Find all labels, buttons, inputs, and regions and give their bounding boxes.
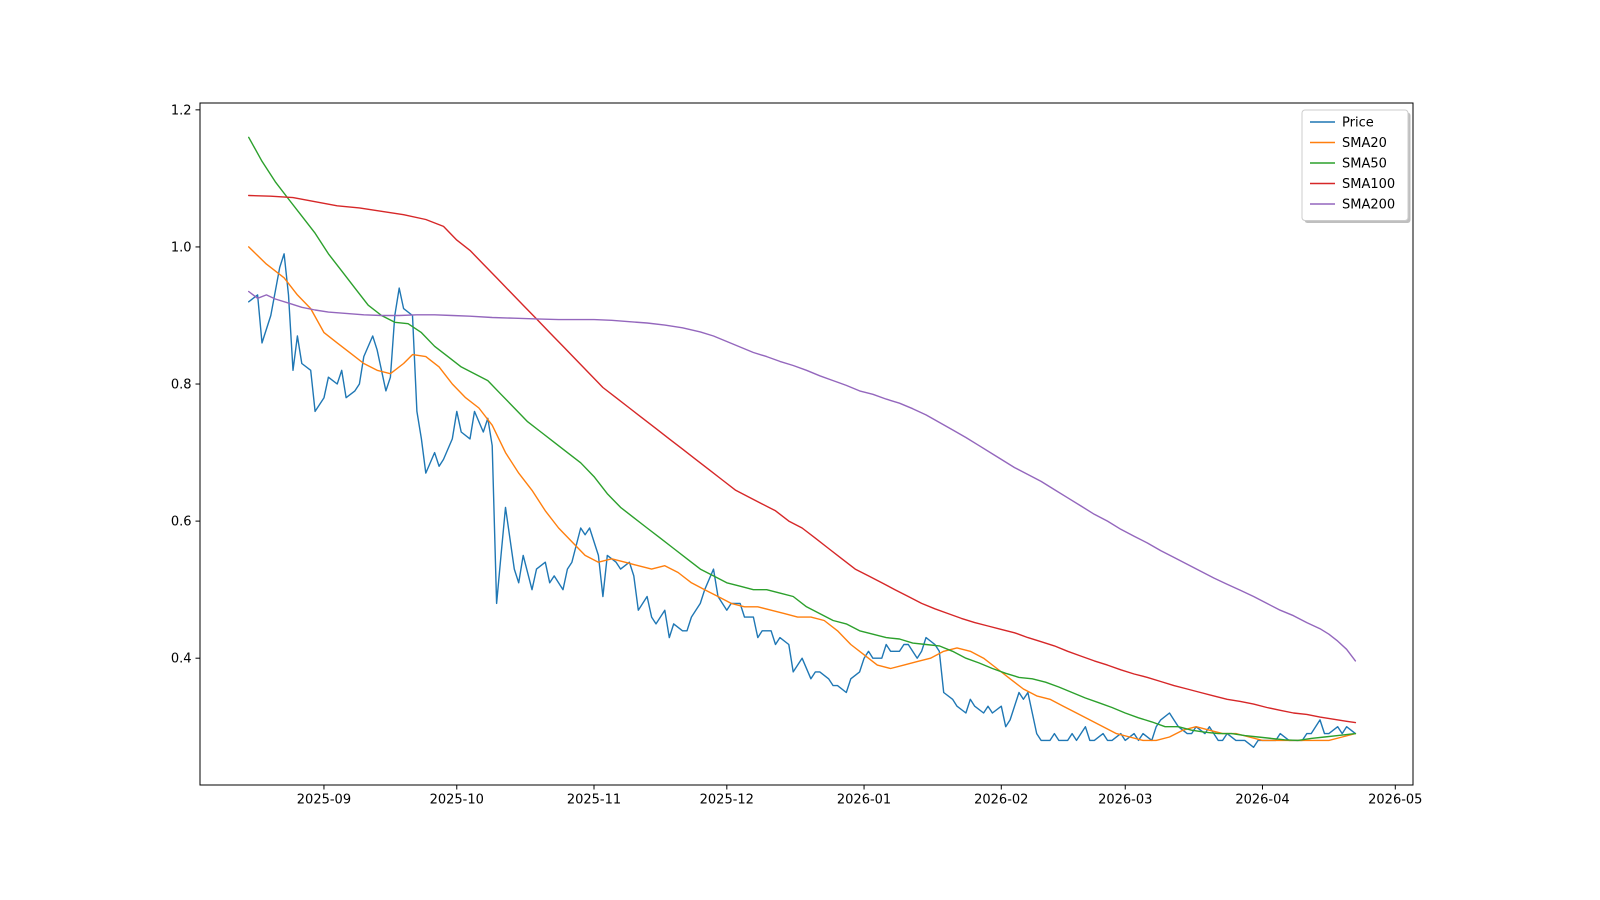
legend-item: SMA50	[1310, 157, 1387, 172]
legend-label: SMA100	[1342, 177, 1395, 192]
y-tick-label: 0.8	[171, 378, 192, 393]
x-tick-label: 2026-01	[837, 793, 891, 808]
x-tick-label: 2026-02	[974, 793, 1028, 808]
legend-item: Price	[1310, 116, 1374, 131]
legend-item: SMA200	[1310, 198, 1395, 213]
series-price-line	[247, 253, 1357, 748]
x-tick-label: 2025-09	[297, 793, 351, 808]
legend-label: Price	[1342, 116, 1374, 131]
legend-box	[1301, 109, 1409, 221]
x-tick-label: 2025-10	[430, 793, 484, 808]
series-sma100-line	[247, 194, 1357, 724]
legend-item: SMA100	[1310, 177, 1395, 192]
series-sma200-line	[247, 290, 1357, 662]
y-tick-label: 1.2	[171, 103, 192, 118]
y-tick-label: 0.6	[171, 515, 192, 530]
legend-label: SMA20	[1342, 136, 1387, 151]
x-tick-label: 2026-03	[1098, 793, 1152, 808]
y-tick-label: 0.4	[171, 652, 192, 667]
plot-frame	[199, 102, 1414, 786]
x-tick-label: 2026-05	[1368, 793, 1422, 808]
series-sma50-line	[247, 136, 1357, 742]
legend-label: SMA50	[1342, 157, 1387, 172]
x-tick-label: 2026-04	[1235, 793, 1289, 808]
x-tick-label: 2025-12	[700, 793, 754, 808]
x-tick-label: 2025-11	[567, 793, 621, 808]
y-tick-label: 1.0	[171, 240, 192, 255]
series-group	[247, 136, 1357, 748]
legend-label: SMA200	[1342, 198, 1395, 213]
legend-item: SMA20	[1310, 136, 1387, 151]
legend: Price SMA20 SMA50 SMA100 SMA200	[1301, 109, 1411, 223]
series-sma20-line	[247, 246, 1357, 742]
axes: 0.4 0.6 0.8 1.0 1.2 2025-09 2025-10 2025-11 2025…	[171, 103, 1423, 807]
